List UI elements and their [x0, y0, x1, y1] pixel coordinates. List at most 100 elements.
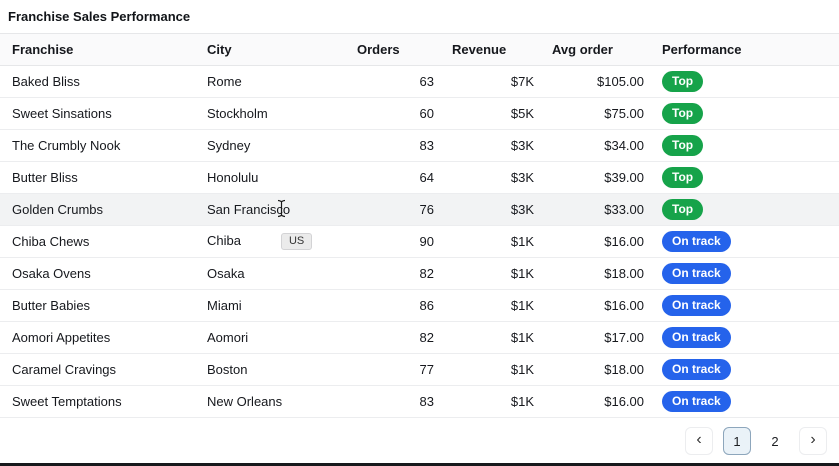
table-row[interactable]: Aomori Appetites Aomori 82 $1K $17.00 On…	[0, 321, 839, 354]
table-row[interactable]: The Crumbly Nook Sydney 83 $3K $34.00 To…	[0, 129, 839, 162]
franchise-cell: Golden Crumbs	[0, 193, 195, 226]
status-badge: Top	[662, 166, 704, 189]
avg-order-cell: $75.00	[540, 97, 650, 130]
column-header-revenue: Revenue	[440, 33, 540, 66]
franchise-cell: The Crumbly Nook	[0, 129, 195, 162]
avg-order-cell: $18.00	[540, 353, 650, 386]
revenue-cell: $1K	[440, 321, 540, 354]
performance-cell: Top	[650, 129, 839, 162]
chevron-left-icon: ‹	[696, 431, 702, 448]
city-label: Miami	[207, 298, 242, 313]
performance-cell: On track	[650, 289, 839, 322]
franchise-cell: Osaka Ovens	[0, 257, 195, 290]
page-button-1[interactable]: 1	[723, 427, 751, 455]
avg-order-cell: $18.00	[540, 257, 650, 290]
city-label: Honolulu	[207, 170, 259, 185]
franchise-cell: Chiba Chews	[0, 225, 195, 258]
revenue-cell: $1K	[440, 289, 540, 322]
column-header-orders: Orders	[345, 33, 440, 66]
orders-cell: 82	[345, 257, 440, 290]
orders-cell: 82	[345, 321, 440, 354]
performance-cell: On track	[650, 321, 839, 354]
column-header-avg-order: Avg order	[540, 33, 650, 66]
status-badge: Top	[662, 70, 704, 93]
table-body: Baked Bliss Rome 63 $7K $105.00 Top Swee…	[0, 65, 839, 418]
performance-cell: Top	[650, 97, 839, 130]
city-cell: Stockholm	[195, 97, 345, 130]
table-row[interactable]: Caramel Cravings Boston 77 $1K $18.00 On…	[0, 353, 839, 386]
performance-cell: On track	[650, 385, 839, 418]
city-cell: Osaka	[195, 257, 345, 290]
page-button-2[interactable]: 2	[761, 427, 789, 455]
avg-order-cell: $16.00	[540, 385, 650, 418]
revenue-cell: $3K	[440, 193, 540, 226]
table-row[interactable]: Golden Crumbs San Francisco 76 $3K $33.0…	[0, 193, 839, 226]
column-header-performance: Performance	[650, 33, 839, 66]
table-row[interactable]: Sweet Sinsations Stockholm 60 $5K $75.00…	[0, 97, 839, 130]
performance-cell: Top	[650, 193, 839, 226]
orders-cell: 77	[345, 353, 440, 386]
revenue-cell: $3K	[440, 129, 540, 162]
city-label: Chiba	[207, 232, 241, 248]
column-header-franchise: Franchise	[0, 33, 195, 66]
orders-cell: 83	[345, 385, 440, 418]
franchise-cell: Sweet Sinsations	[0, 97, 195, 130]
revenue-cell: $1K	[440, 225, 540, 258]
franchise-cell: Caramel Cravings	[0, 353, 195, 386]
page-title: Franchise Sales Performance	[8, 9, 191, 24]
city-cell: Rome	[195, 65, 345, 98]
table-row[interactable]: Osaka Ovens Osaka 82 $1K $18.00 On track	[0, 257, 839, 290]
city-cell: Aomori	[195, 321, 345, 354]
table-row[interactable]: Baked Bliss Rome 63 $7K $105.00 Top	[0, 65, 839, 98]
status-badge: Top	[662, 102, 704, 125]
city-cell: San Francisco	[195, 193, 345, 226]
city-label: San Francisco	[207, 202, 291, 217]
avg-order-cell: $34.00	[540, 129, 650, 162]
franchise-cell: Butter Bliss	[0, 161, 195, 194]
avg-order-cell: $105.00	[540, 65, 650, 98]
franchise-cell: Baked Bliss	[0, 65, 195, 98]
performance-cell: On track	[650, 257, 839, 290]
status-badge: On track	[662, 326, 731, 349]
orders-cell: 63	[345, 65, 440, 98]
city-label: Stockholm	[207, 106, 268, 121]
avg-order-cell: $39.00	[540, 161, 650, 194]
city-cell: New Orleans	[195, 385, 345, 418]
avg-order-cell: $16.00	[540, 225, 650, 258]
franchise-cell: Aomori Appetites	[0, 321, 195, 354]
table-row[interactable]: Butter Bliss Honolulu 64 $3K $39.00 Top	[0, 161, 839, 194]
orders-cell: 64	[345, 161, 440, 194]
column-header-city: City	[195, 33, 345, 66]
city-cell: Honolulu	[195, 161, 345, 194]
city-cell: Sydney	[195, 129, 345, 162]
franchise-cell: Butter Babies	[0, 289, 195, 322]
status-badge: On track	[662, 262, 731, 285]
orders-cell: 60	[345, 97, 440, 130]
franchise-sales-table: Franchise City Orders Revenue Avg order …	[0, 33, 839, 418]
city-label: New Orleans	[207, 394, 283, 409]
city-cell: Miami	[195, 289, 345, 322]
revenue-cell: $7K	[440, 65, 540, 98]
city-label: Rome	[207, 74, 242, 89]
table-header: Franchise City Orders Revenue Avg order …	[0, 33, 839, 66]
previous-page-button[interactable]: ‹	[685, 427, 713, 455]
city-cell: Boston	[195, 353, 345, 386]
country-tag: US	[280, 233, 313, 251]
orders-cell: 83	[345, 129, 440, 162]
pagination: ‹ 1 2 ›	[0, 418, 839, 455]
city-label: Boston	[207, 362, 248, 377]
city-label: Sydney	[207, 138, 251, 153]
revenue-cell: $5K	[440, 97, 540, 130]
avg-order-cell: $17.00	[540, 321, 650, 354]
city-cell: Chiba US	[195, 225, 345, 258]
status-badge: On track	[662, 294, 731, 317]
table-row[interactable]: Chiba Chews Chiba US 90 $1K $16.00 On tra…	[0, 225, 839, 258]
next-page-button[interactable]: ›	[799, 427, 827, 455]
performance-cell: Top	[650, 65, 839, 98]
table-row[interactable]: Butter Babies Miami 86 $1K $16.00 On tra…	[0, 289, 839, 322]
performance-cell: Top	[650, 161, 839, 194]
table-row[interactable]: Sweet Temptations New Orleans 83 $1K $16…	[0, 385, 839, 418]
status-badge: Top	[662, 134, 704, 157]
window-bottom-edge	[0, 463, 839, 466]
